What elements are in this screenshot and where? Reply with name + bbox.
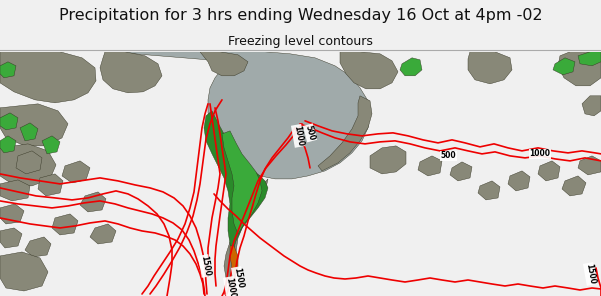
Polygon shape xyxy=(42,136,60,154)
Polygon shape xyxy=(25,237,51,257)
Text: 500: 500 xyxy=(440,151,456,160)
Polygon shape xyxy=(230,246,238,278)
Polygon shape xyxy=(508,171,530,191)
Polygon shape xyxy=(450,162,472,181)
Polygon shape xyxy=(38,174,63,196)
Polygon shape xyxy=(468,52,512,84)
Polygon shape xyxy=(0,228,22,248)
Text: Freezing level contours: Freezing level contours xyxy=(228,35,373,48)
Polygon shape xyxy=(582,96,601,116)
Text: 1000: 1000 xyxy=(291,125,304,147)
Polygon shape xyxy=(370,146,406,174)
Text: Precipitation for 3 hrs ending Wednesday 16 Oct at 4pm -02: Precipitation for 3 hrs ending Wednesday… xyxy=(59,8,542,23)
Text: 1500: 1500 xyxy=(584,263,596,285)
Text: 1500: 1500 xyxy=(199,255,211,277)
Polygon shape xyxy=(400,58,422,76)
Text: 1000: 1000 xyxy=(529,149,551,158)
Polygon shape xyxy=(340,52,398,89)
Polygon shape xyxy=(558,52,601,86)
Polygon shape xyxy=(0,52,96,103)
Polygon shape xyxy=(200,52,248,76)
Polygon shape xyxy=(204,111,268,254)
Polygon shape xyxy=(52,214,78,235)
Polygon shape xyxy=(318,96,372,171)
Polygon shape xyxy=(553,58,575,75)
Polygon shape xyxy=(90,224,116,244)
Polygon shape xyxy=(80,192,106,212)
Polygon shape xyxy=(105,52,370,179)
Polygon shape xyxy=(538,161,560,181)
Polygon shape xyxy=(478,181,500,200)
Polygon shape xyxy=(0,252,48,291)
Polygon shape xyxy=(20,123,38,141)
Polygon shape xyxy=(0,104,68,146)
Polygon shape xyxy=(0,180,30,201)
Polygon shape xyxy=(222,131,262,234)
Polygon shape xyxy=(0,144,56,186)
Polygon shape xyxy=(0,204,24,224)
Polygon shape xyxy=(224,179,268,288)
Text: 1500: 1500 xyxy=(232,267,244,289)
Polygon shape xyxy=(562,176,586,196)
Polygon shape xyxy=(418,156,442,176)
Polygon shape xyxy=(62,161,90,183)
Polygon shape xyxy=(100,52,162,93)
Polygon shape xyxy=(578,52,601,66)
Text: 1000: 1000 xyxy=(224,277,236,296)
Polygon shape xyxy=(0,62,16,78)
Polygon shape xyxy=(578,156,601,175)
Polygon shape xyxy=(0,113,18,130)
Text: 500: 500 xyxy=(304,124,316,141)
Polygon shape xyxy=(0,136,16,153)
Polygon shape xyxy=(16,151,42,174)
